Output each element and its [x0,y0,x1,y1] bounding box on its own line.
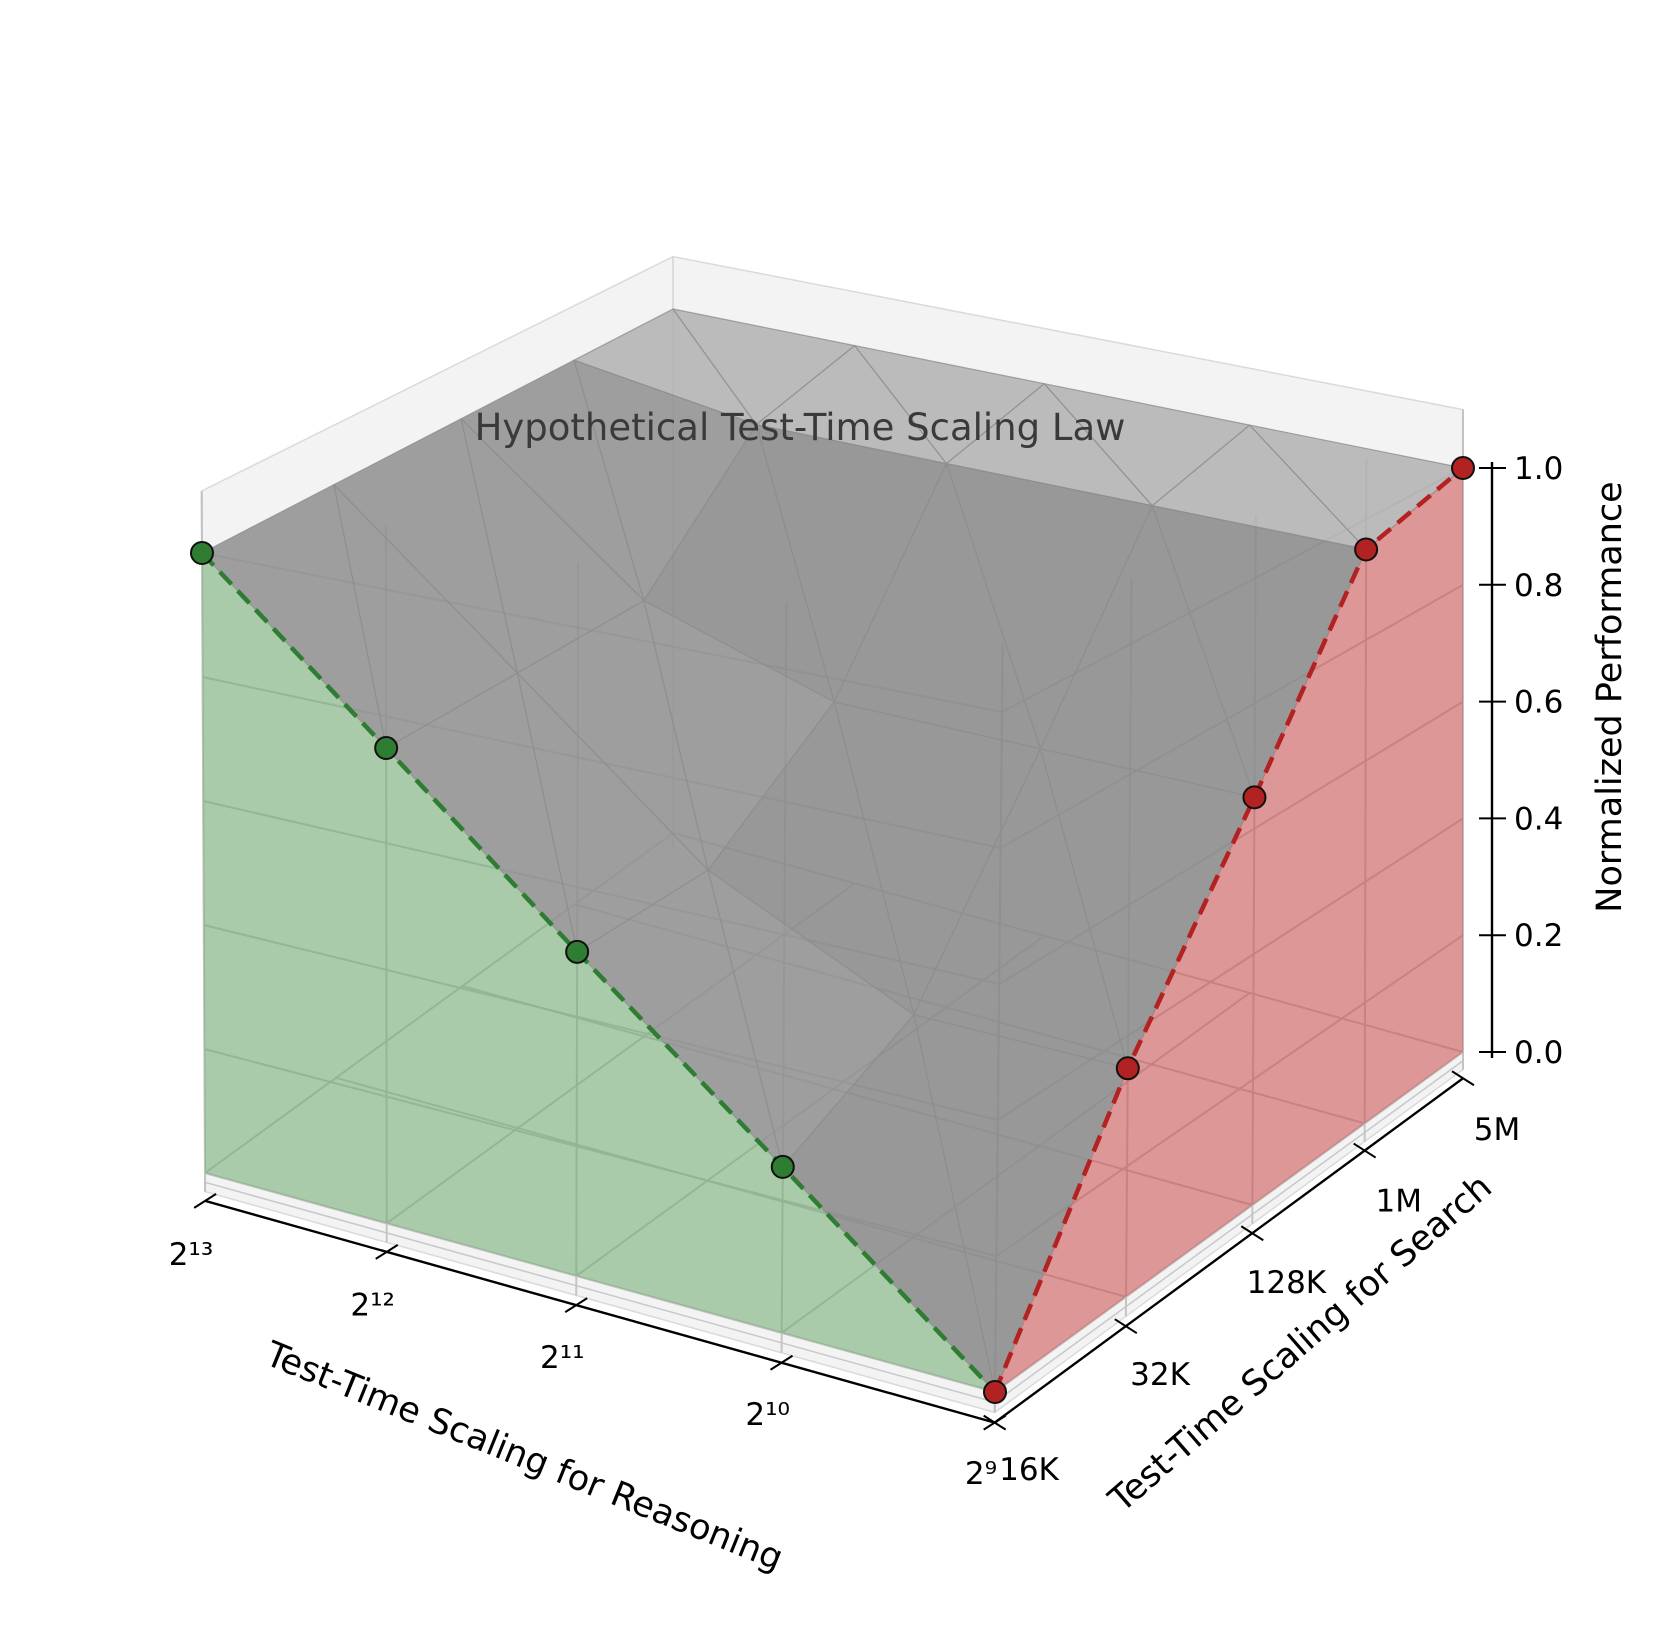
x-tick-mark [375,1244,399,1260]
search-data-point [1242,785,1267,810]
x-tick-label: 2¹¹ [540,1340,585,1376]
y-tick-label: 128K [1247,1265,1327,1301]
y-tick-mark [1451,1070,1475,1087]
y-tick-mark [1240,1225,1264,1242]
grid-line [200,490,207,1192]
reasoning-data-point [770,1154,795,1179]
search-data-point [1115,1056,1140,1081]
x-tick-label: 2¹⁰ [745,1397,790,1433]
z-axis-label: Normalized Performance [1590,481,1630,912]
y-tick-label: 16K [999,1452,1059,1488]
search-curve [992,466,1465,1393]
y-tick-label: 1M [1375,1183,1421,1219]
x-axis-spine [204,1199,996,1424]
reasoning-data-point [190,541,214,565]
x-tick-label: 2¹² [350,1287,395,1323]
y-tick-label: 5M [1474,1112,1520,1148]
z-tick-label: 0.6 [1514,685,1563,721]
y-tick-mark [983,1414,1007,1431]
z-tick-label: 0.8 [1514,568,1563,604]
y-tick-mark [1114,1318,1138,1335]
search-data-point [1354,537,1379,562]
x-axis-label: Test-Time Scaling for Reasoning [259,1334,789,1579]
z-tick-label: 0.4 [1514,801,1563,837]
search-wall [995,468,1463,1392]
search-data-point [983,1380,1007,1404]
x-tick-mark [193,1193,217,1209]
reasoning-data-point [565,939,590,964]
pane-edge-bottom-x [204,1181,996,1403]
x-tick-label: 2⁹ [965,1456,997,1492]
z-tick-label: 0.0 [1514,1035,1563,1071]
z-tick-label: 0.2 [1514,918,1563,954]
x-tick-mark [769,1354,794,1371]
reasoning-data-point [374,736,399,761]
x-tick-label: 2¹³ [169,1237,214,1273]
z-tick-label: 1.0 [1514,451,1563,487]
y-tick-label: 32K [1130,1357,1190,1393]
pane-edge-bottom-y [994,1060,1464,1403]
3d-scene [190,255,1506,1431]
search-data-point [1451,456,1475,480]
x-tick-mark [564,1297,588,1313]
chart-title: Hypothetical Test-Time Scaling Law [475,406,1126,449]
y-tick-mark [1353,1142,1377,1159]
y-axis-spine [993,1077,1464,1424]
